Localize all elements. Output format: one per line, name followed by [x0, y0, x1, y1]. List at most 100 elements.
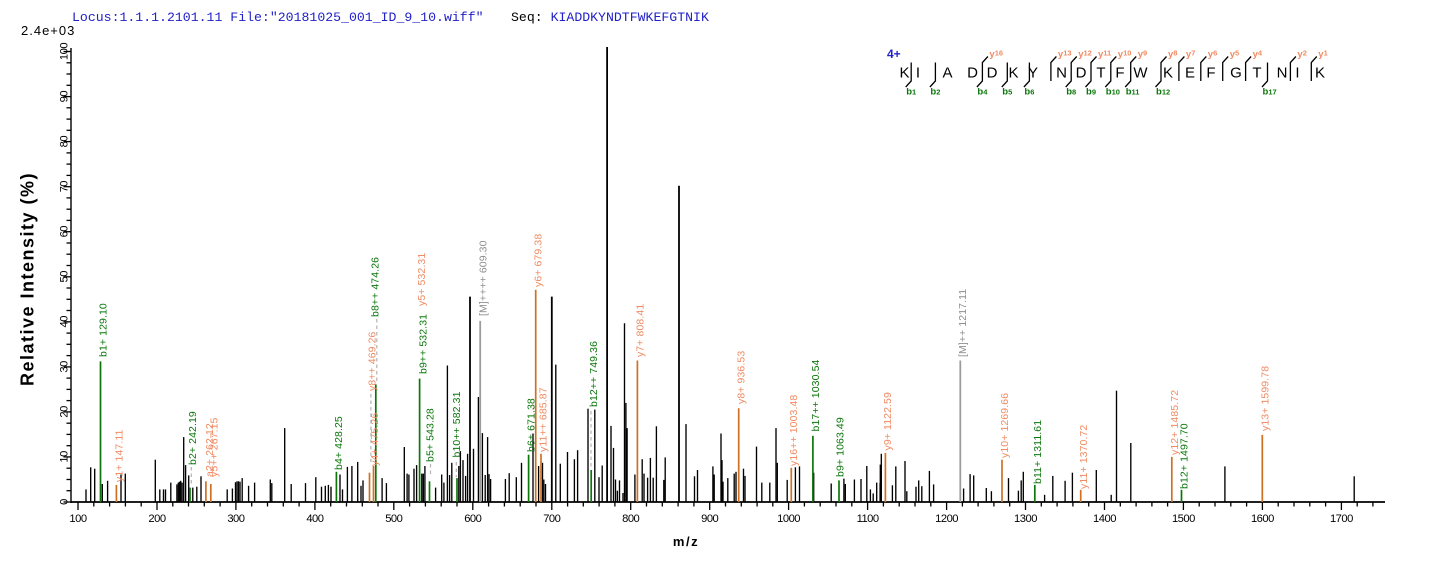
- svg-text:y5+ 532.31: y5+ 532.31: [416, 253, 428, 306]
- svg-text:y6+ 679.38: y6+ 679.38: [532, 234, 544, 287]
- svg-text:1500: 1500: [1172, 513, 1195, 525]
- svg-text:1200: 1200: [935, 513, 958, 525]
- svg-text:K: K: [899, 65, 909, 82]
- svg-text:30: 30: [59, 361, 71, 373]
- svg-text:b11+ 1311.61: b11+ 1311.61: [1032, 420, 1044, 484]
- svg-text:[M]++ 1217.11: [M]++ 1217.11: [957, 289, 969, 357]
- svg-text:y5: y5: [1230, 49, 1239, 61]
- svg-text:70: 70: [59, 181, 71, 193]
- svg-text:200: 200: [148, 513, 165, 525]
- svg-text:D: D: [1076, 65, 1087, 82]
- svg-text:A: A: [942, 65, 952, 82]
- svg-text:a2+ 262.12: a2+ 262.12: [204, 423, 216, 477]
- svg-text:80: 80: [59, 136, 71, 148]
- svg-text:y12: y12: [1078, 49, 1092, 61]
- svg-text:b8: b8: [1066, 87, 1076, 98]
- svg-text:I: I: [916, 65, 920, 82]
- svg-text:y10+ 1269.66: y10+ 1269.66: [999, 393, 1011, 458]
- svg-text:20: 20: [59, 406, 71, 418]
- svg-text:b12: b12: [1156, 87, 1170, 98]
- svg-text:100: 100: [59, 43, 71, 60]
- svg-text:b4+ 428.25: b4+ 428.25: [333, 416, 345, 470]
- svg-text:F: F: [1206, 65, 1215, 82]
- svg-text:y8+ 936.53: y8+ 936.53: [736, 351, 748, 404]
- svg-text:b5+ 543.28: b5+ 543.28: [425, 408, 437, 462]
- svg-text:b10: b10: [1106, 87, 1120, 98]
- svg-text:1100: 1100: [857, 513, 879, 525]
- svg-text:b6: b6: [1024, 87, 1034, 98]
- svg-text:D: D: [967, 65, 978, 82]
- svg-text:b6+ 671.38: b6+ 671.38: [525, 398, 537, 452]
- svg-text:D: D: [987, 65, 998, 82]
- svg-text:b2+ 242.19: b2+ 242.19: [187, 411, 199, 465]
- svg-text:b17: b17: [1263, 87, 1277, 98]
- svg-text:F: F: [1115, 65, 1124, 82]
- svg-text:y13: y13: [1058, 49, 1072, 61]
- svg-text:Locus:1.1.1.2101.11 File:"2018: Locus:1.1.1.2101.11 File:"20181025_001_I…: [72, 10, 484, 25]
- svg-text:10: 10: [59, 451, 71, 463]
- svg-text:y16++ 1003.48: y16++ 1003.48: [788, 395, 800, 466]
- svg-text:600: 600: [464, 513, 481, 525]
- svg-text:T: T: [1252, 65, 1261, 82]
- svg-text:500: 500: [385, 513, 402, 525]
- svg-text:y16: y16: [989, 49, 1003, 61]
- svg-text:b9: b9: [1086, 87, 1096, 98]
- svg-text:y7: y7: [1186, 49, 1195, 61]
- svg-text:1700: 1700: [1330, 513, 1353, 525]
- svg-text:G: G: [1230, 65, 1242, 82]
- svg-text:y1: y1: [1318, 49, 1327, 61]
- svg-text:E: E: [1185, 65, 1195, 82]
- svg-text:400: 400: [306, 513, 323, 525]
- svg-text:b12+ 1497.70: b12+ 1497.70: [1178, 423, 1190, 489]
- svg-text:y6: y6: [1208, 49, 1217, 61]
- svg-text:y13+ 1599.78: y13+ 1599.78: [1259, 366, 1271, 431]
- svg-text:b12++ 749.36: b12++ 749.36: [588, 341, 600, 407]
- svg-text:y11+ 1370.72: y11+ 1370.72: [1078, 425, 1090, 489]
- svg-text:40: 40: [59, 316, 71, 328]
- svg-text:y7+ 808.41: y7+ 808.41: [634, 304, 646, 357]
- svg-text:I: I: [1295, 65, 1299, 82]
- svg-text:2.4e+03: 2.4e+03: [21, 23, 75, 38]
- svg-text:50: 50: [59, 271, 71, 283]
- svg-text:y5++ 267.15: y5++ 267.15: [209, 417, 221, 477]
- svg-text:800: 800: [622, 513, 639, 525]
- svg-text:y9: y9: [1138, 49, 1147, 61]
- svg-text:b9++ 532.31: b9++ 532.31: [417, 314, 429, 374]
- svg-text:y8: y8: [1168, 49, 1177, 61]
- svg-text:y8++ 469.26: y8++ 469.26: [366, 331, 378, 391]
- svg-text:700: 700: [543, 513, 560, 525]
- svg-text:y4+ 475.26: y4+ 475.26: [369, 413, 381, 466]
- svg-text:K: K: [1008, 65, 1018, 82]
- svg-text:y10: y10: [1118, 49, 1132, 61]
- svg-text:90: 90: [59, 91, 71, 103]
- svg-text:300: 300: [227, 513, 244, 525]
- svg-text:4+: 4+: [887, 47, 901, 61]
- svg-text:1600: 1600: [1251, 513, 1274, 525]
- svg-text:900: 900: [701, 513, 718, 525]
- svg-text:b1+ 129.10: b1+ 129.10: [97, 303, 109, 357]
- svg-text:y11++ 685.87: y11++ 685.87: [537, 387, 549, 452]
- svg-text:Y: Y: [1028, 65, 1038, 82]
- svg-text:T: T: [1096, 65, 1105, 82]
- svg-text:1000: 1000: [777, 513, 800, 525]
- svg-text:y4: y4: [1253, 49, 1263, 61]
- svg-text:N: N: [1277, 65, 1288, 82]
- svg-text:b17++ 1030.54: b17++ 1030.54: [810, 359, 822, 431]
- svg-text:1400: 1400: [1093, 513, 1116, 525]
- svg-text:0: 0: [59, 499, 71, 505]
- svg-text:y2: y2: [1297, 49, 1306, 61]
- svg-text:y9+ 1122.59: y9+ 1122.59: [882, 392, 894, 450]
- svg-text:1300: 1300: [1014, 513, 1037, 525]
- svg-text:b9+ 1063.49: b9+ 1063.49: [835, 417, 847, 477]
- svg-text:y12+ 1485.72: y12+ 1485.72: [1169, 390, 1181, 455]
- svg-text:y11: y11: [1098, 49, 1111, 61]
- svg-text:K: K: [1315, 65, 1325, 82]
- svg-text:y1+ 147.11: y1+ 147.11: [113, 429, 125, 482]
- svg-text:b2: b2: [930, 87, 940, 98]
- svg-text:b5: b5: [1002, 87, 1012, 98]
- svg-text:[M]++++ 609.30: [M]++++ 609.30: [478, 240, 490, 316]
- svg-text:m/z: m/z: [673, 534, 699, 549]
- svg-text:W: W: [1133, 65, 1148, 82]
- svg-text:b4: b4: [977, 87, 988, 98]
- svg-text:b8++ 474.26: b8++ 474.26: [370, 257, 382, 317]
